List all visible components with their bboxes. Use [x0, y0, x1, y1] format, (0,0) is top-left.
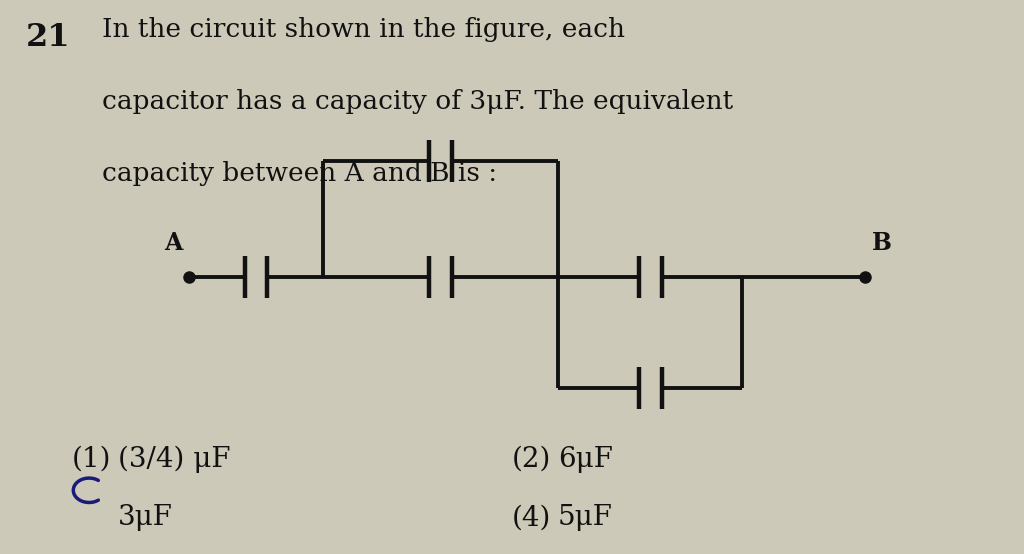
Text: (2): (2) — [512, 446, 551, 473]
Text: B: B — [871, 231, 892, 255]
Text: 3μF: 3μF — [118, 504, 173, 531]
Text: In the circuit shown in the figure, each: In the circuit shown in the figure, each — [102, 17, 626, 42]
Text: (4): (4) — [512, 504, 551, 531]
Text: (1): (1) — [72, 446, 112, 473]
Text: 21: 21 — [26, 22, 71, 53]
Text: capacitor has a capacity of 3μF. The equivalent: capacitor has a capacity of 3μF. The equ… — [102, 89, 733, 114]
Text: 5μF: 5μF — [558, 504, 613, 531]
Text: 6μF: 6μF — [558, 446, 613, 473]
Text: A: A — [164, 231, 182, 255]
Text: capacity between A and B is :: capacity between A and B is : — [102, 161, 498, 186]
Text: (3/4) μF: (3/4) μF — [118, 446, 230, 473]
